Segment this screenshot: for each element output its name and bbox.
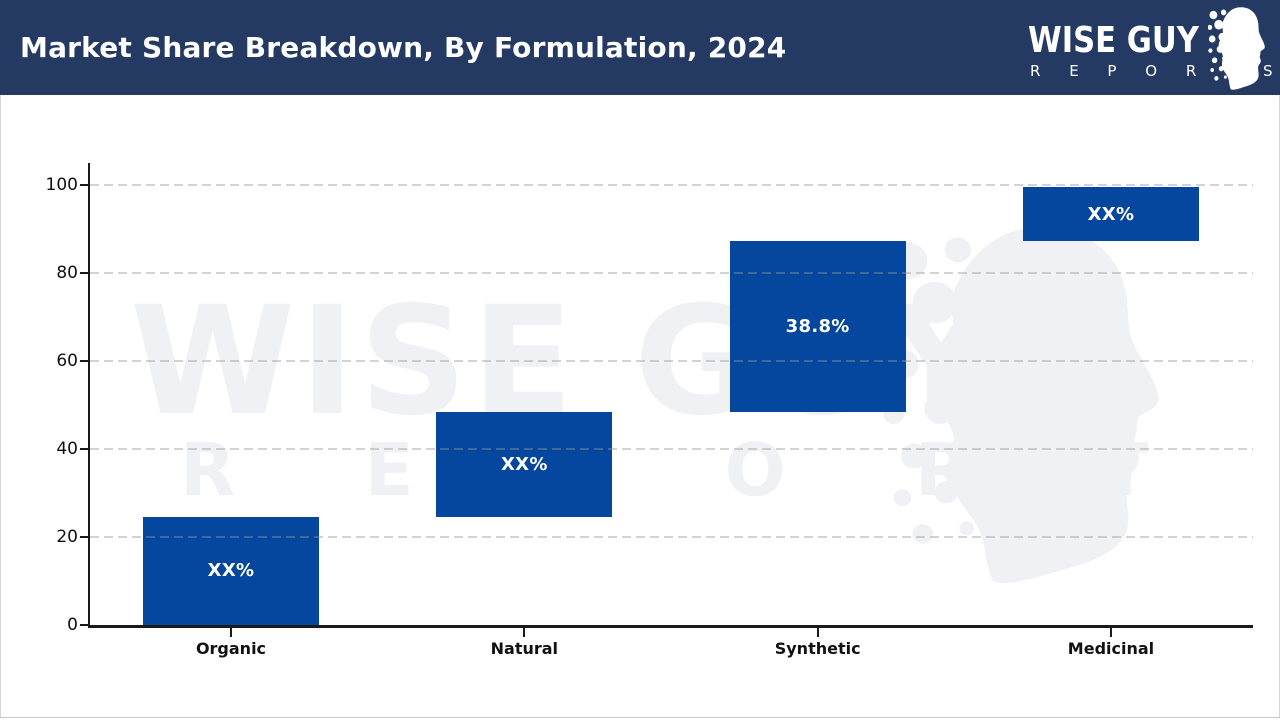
x-tick-mark [230,628,232,637]
gridline [90,360,1253,362]
y-tick-mark [80,360,88,362]
x-category-label: Natural [490,639,559,658]
header: Market Share Breakdown, By Formulation, … [0,0,1280,95]
x-tick-mark [816,628,819,637]
brand-logo-subtext: R E P O R T S [1030,62,1280,80]
brand-logo-text: WISE GUY [1028,20,1199,61]
bar-value-label: XX% [500,453,548,475]
brand-logo: WISE GUY R E P O R T S [1020,0,1272,95]
y-axis-spine [88,163,90,628]
y-tick-label: 80 [56,263,78,283]
gridline [90,184,1253,186]
y-tick-label: 0 [67,615,78,635]
y-tick-mark [80,448,88,450]
x-category-label: Organic [195,639,267,658]
gridline [90,272,1253,274]
y-tick-mark [80,624,88,626]
gridline [90,536,1253,538]
x-category-label: Medicinal [1067,639,1155,658]
brand-face-icon [1208,7,1265,90]
watermark-face-icon [882,227,1159,583]
bar-value-label: 38.8% [785,316,850,338]
bar-value-label: XX% [1087,203,1135,225]
bar: 38.8% [729,241,906,413]
x-axis-spine [88,625,1253,628]
y-tick-mark [80,536,88,538]
y-tick-mark [80,184,88,186]
bar: XX% [143,516,319,625]
y-tick-label: 60 [56,351,78,371]
bar-value-label: XX% [207,560,255,582]
gridline [90,448,1253,450]
y-tick-mark [80,272,88,274]
x-tick-mark [1109,628,1112,637]
bar: XX% [1022,187,1199,242]
bar: XX% [436,412,613,517]
y-tick-label: 20 [56,527,78,547]
y-tick-label: 40 [56,439,78,459]
page-title: Market Share Breakdown, By Formulation, … [20,31,787,64]
y-tick-label: 100 [45,175,78,195]
x-tick-mark [523,628,526,637]
x-category-label: Synthetic [774,639,861,658]
